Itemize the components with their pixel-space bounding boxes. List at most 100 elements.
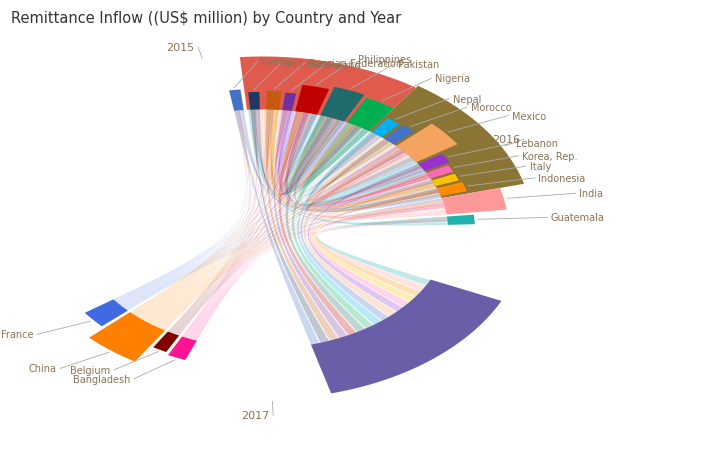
Polygon shape <box>286 114 382 198</box>
Text: Nepal: Nepal <box>453 94 481 104</box>
Polygon shape <box>195 206 445 341</box>
Polygon shape <box>279 112 356 336</box>
Polygon shape <box>158 190 438 329</box>
Polygon shape <box>85 300 128 326</box>
Polygon shape <box>267 92 282 111</box>
Text: Sri Lanka: Sri Lanka <box>284 59 329 69</box>
Polygon shape <box>309 149 422 208</box>
Polygon shape <box>308 139 439 213</box>
Polygon shape <box>320 88 364 122</box>
Polygon shape <box>184 110 274 337</box>
Text: Poland: Poland <box>328 61 361 71</box>
Polygon shape <box>284 113 394 199</box>
Polygon shape <box>186 118 334 338</box>
Polygon shape <box>315 199 444 291</box>
Text: Pakistan: Pakistan <box>398 60 439 70</box>
Polygon shape <box>256 110 447 220</box>
Polygon shape <box>174 151 405 334</box>
Polygon shape <box>120 140 386 306</box>
Text: Korea, Rep.: Korea, Rep. <box>522 151 578 162</box>
Polygon shape <box>89 313 165 362</box>
Polygon shape <box>311 280 501 393</box>
Polygon shape <box>369 87 524 199</box>
Polygon shape <box>254 110 439 211</box>
Polygon shape <box>117 112 299 303</box>
Polygon shape <box>235 112 319 345</box>
Polygon shape <box>153 332 179 352</box>
Polygon shape <box>250 110 329 343</box>
Polygon shape <box>122 147 399 307</box>
Polygon shape <box>118 116 324 304</box>
Polygon shape <box>125 189 437 309</box>
Polygon shape <box>372 119 400 138</box>
Polygon shape <box>123 174 427 308</box>
Polygon shape <box>248 93 260 111</box>
Polygon shape <box>136 111 285 317</box>
Polygon shape <box>310 174 428 307</box>
Polygon shape <box>418 155 449 172</box>
Polygon shape <box>175 167 421 335</box>
Polygon shape <box>186 113 308 338</box>
Polygon shape <box>149 149 402 325</box>
Text: Philippines: Philippines <box>358 55 411 65</box>
Polygon shape <box>396 124 458 163</box>
Polygon shape <box>304 135 419 206</box>
Polygon shape <box>182 111 251 337</box>
Polygon shape <box>347 99 394 132</box>
Polygon shape <box>300 140 388 321</box>
Polygon shape <box>282 114 341 195</box>
Polygon shape <box>314 189 438 297</box>
Polygon shape <box>178 219 447 336</box>
Polygon shape <box>432 174 459 187</box>
Polygon shape <box>119 133 373 305</box>
Text: Remittance Inflow ((US$ million) by Country and Year: Remittance Inflow ((US$ million) by Coun… <box>11 11 401 27</box>
Polygon shape <box>191 168 422 340</box>
Text: Morocco: Morocco <box>471 103 511 113</box>
Polygon shape <box>304 147 403 317</box>
Polygon shape <box>286 116 365 332</box>
Text: Vietnam: Vietnam <box>261 57 301 67</box>
Polygon shape <box>185 111 288 338</box>
Polygon shape <box>308 152 410 207</box>
Polygon shape <box>240 57 416 132</box>
Text: Italy: Italy <box>530 162 551 172</box>
Polygon shape <box>168 111 250 332</box>
Polygon shape <box>144 134 375 322</box>
Polygon shape <box>229 90 244 112</box>
Polygon shape <box>277 112 348 195</box>
Polygon shape <box>194 192 439 341</box>
Polygon shape <box>292 123 373 329</box>
Polygon shape <box>134 110 270 316</box>
Text: Indonesia: Indonesia <box>538 174 586 184</box>
Text: 2017: 2017 <box>241 410 269 420</box>
Polygon shape <box>442 189 506 215</box>
Polygon shape <box>177 191 439 336</box>
Polygon shape <box>191 153 408 339</box>
Polygon shape <box>170 111 287 333</box>
Polygon shape <box>312 181 433 302</box>
Polygon shape <box>309 142 434 211</box>
Polygon shape <box>264 110 441 212</box>
Polygon shape <box>385 126 414 145</box>
Text: France: France <box>1 330 33 340</box>
Polygon shape <box>193 184 434 340</box>
Text: China: China <box>28 364 57 374</box>
Polygon shape <box>437 183 466 196</box>
Polygon shape <box>188 127 360 339</box>
Text: Lebanon: Lebanon <box>515 139 557 149</box>
Polygon shape <box>306 141 415 206</box>
Polygon shape <box>306 132 448 224</box>
Polygon shape <box>307 135 445 218</box>
Polygon shape <box>114 112 247 300</box>
Polygon shape <box>138 112 301 319</box>
Text: 2016: 2016 <box>492 135 520 145</box>
Polygon shape <box>248 110 448 226</box>
Polygon shape <box>427 166 453 179</box>
Text: 2015: 2015 <box>166 44 195 53</box>
Polygon shape <box>173 134 376 334</box>
Polygon shape <box>169 110 272 333</box>
Polygon shape <box>278 111 434 208</box>
Polygon shape <box>151 166 420 325</box>
Polygon shape <box>126 199 442 310</box>
Polygon shape <box>188 135 378 339</box>
